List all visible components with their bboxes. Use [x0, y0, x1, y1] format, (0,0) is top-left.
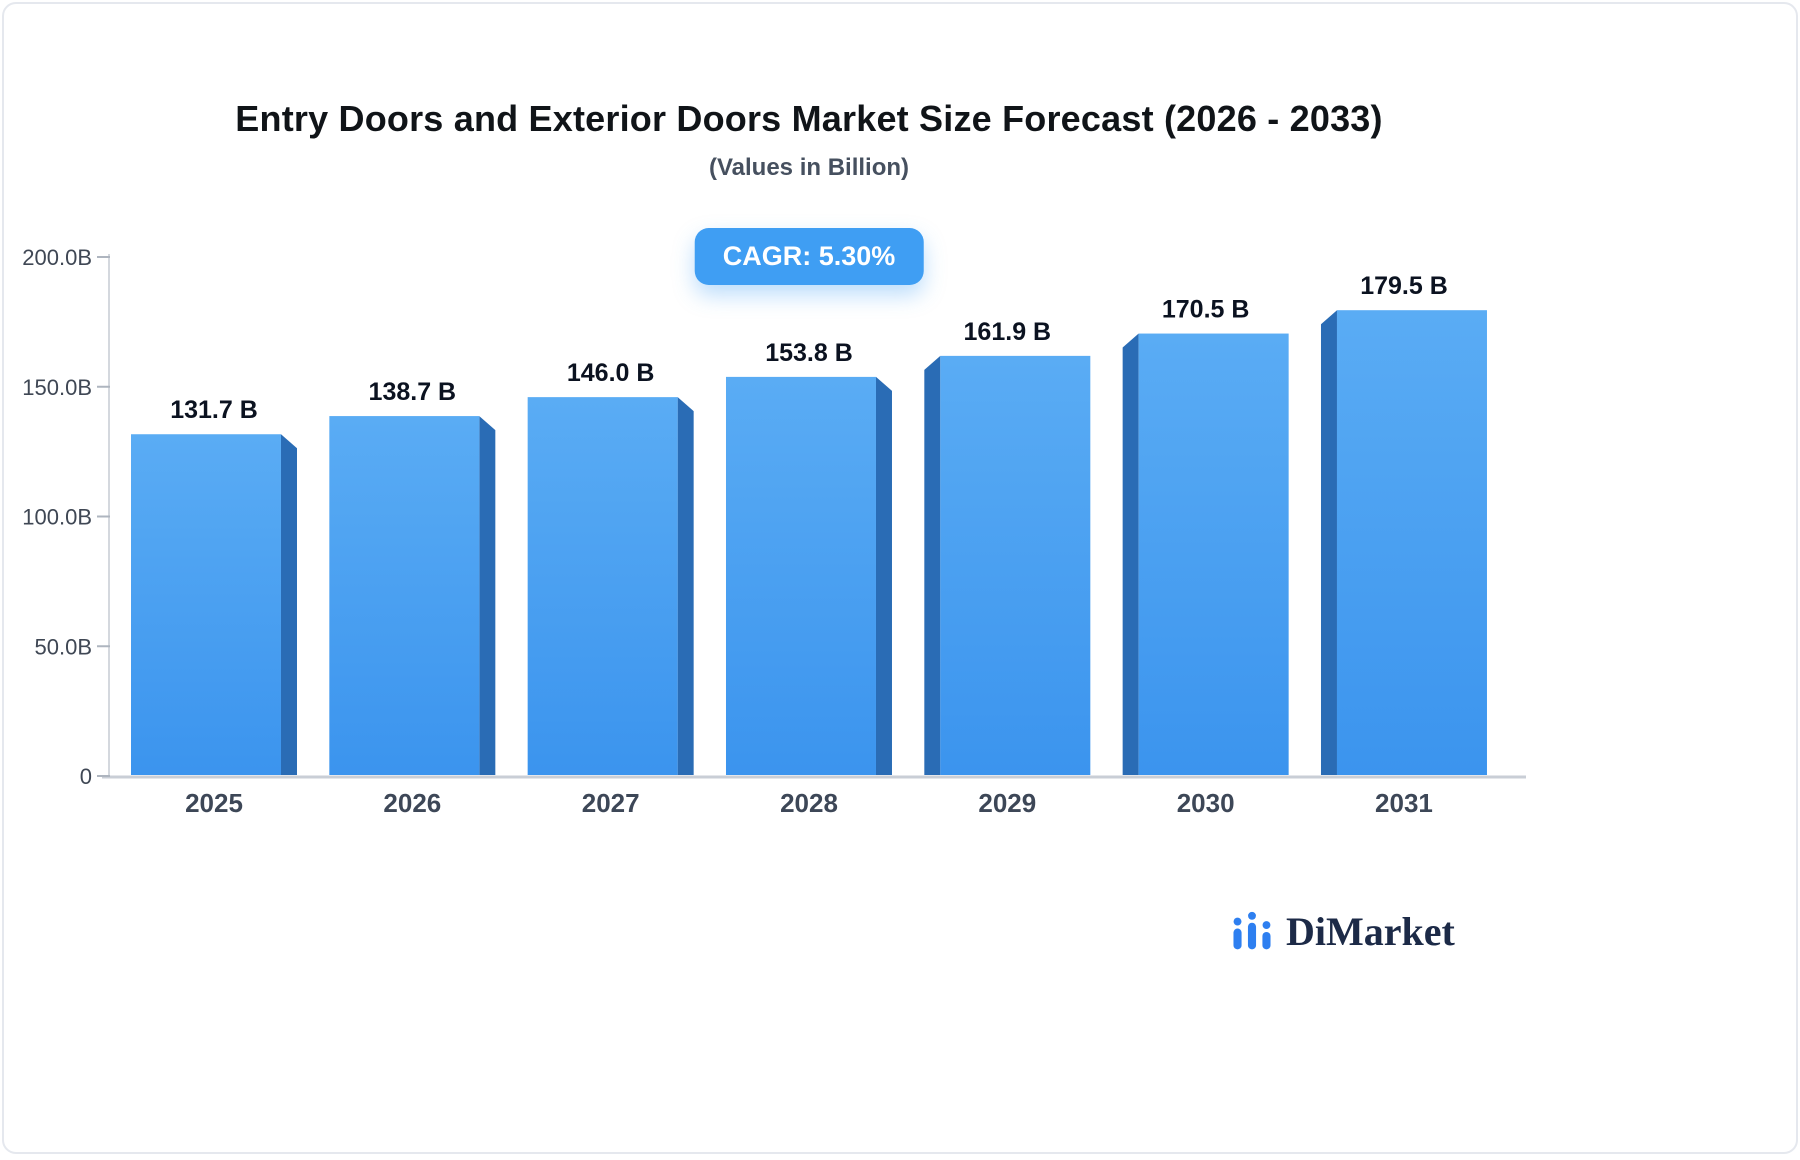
y-tick-label: 200.0B — [22, 245, 92, 270]
bar-2028: 153.8 B 2028 — [725, 339, 892, 818]
brand-name: DiMarket — [1286, 909, 1455, 954]
bar-value-label: 131.7 B — [170, 396, 258, 424]
x-category-label: 2030 — [1177, 788, 1235, 818]
x-category-label: 2025 — [185, 788, 243, 818]
x-category-label: 2026 — [383, 788, 441, 818]
bar-front-face — [131, 434, 281, 775]
bar-value-label: 138.7 B — [369, 378, 457, 406]
bar-side-face — [677, 397, 694, 775]
chart-subtitle: (Values in Billion) — [708, 154, 910, 181]
chart-title: Entry Doors and Exterior Doors Market Si… — [235, 98, 1383, 139]
bar-side-face — [1320, 310, 1337, 775]
bar-side-face — [1122, 333, 1139, 775]
bar-side-face — [924, 355, 941, 775]
bar-side-face — [479, 416, 496, 775]
bar-2027: 146.0 B 2027 — [527, 359, 694, 818]
bar-front-face — [725, 376, 876, 775]
bar-chart: 0 50.0B 100.0B 150.0B 200.0B 131.7 B 2025 138.7… — [22, 245, 1526, 818]
bar-front-face — [940, 355, 1091, 775]
cagr-label: CAGR: 5.30% — [722, 241, 896, 271]
brand-logo: DiMarket — [1230, 908, 1455, 955]
y-tick-label: 100.0B — [22, 505, 92, 530]
bar-2031: 179.5 B 2031 — [1320, 272, 1487, 818]
bar-value-label: 170.5 B — [1162, 296, 1250, 324]
bar-value-label: 179.5 B — [1360, 272, 1448, 300]
bar-value-label: 153.8 B — [765, 339, 853, 367]
bar-front-face — [1336, 310, 1487, 775]
x-category-label: 2029 — [978, 788, 1036, 818]
bar-chart-logo-icon — [1233, 911, 1271, 949]
bar-front-face — [1138, 333, 1289, 775]
bar-front-face — [527, 397, 678, 775]
chart-header: Entry Doors and Exterior Doors Market Si… — [4, 98, 1614, 182]
bar-value-label: 146.0 B — [567, 359, 655, 387]
bar-2026: 138.7 B 2026 — [329, 378, 496, 818]
y-tick-label: 50.0B — [35, 634, 93, 659]
cagr-badge: CAGR: 5.30% — [694, 228, 924, 285]
y-tick-label: 150.0B — [22, 375, 92, 400]
bar-side-face — [281, 434, 297, 775]
y-tick-label: 0 — [80, 764, 92, 789]
x-category-label: 2027 — [582, 788, 640, 818]
bar-value-label: 161.9 B — [964, 318, 1052, 346]
bar-2029: 161.9 B 2029 — [924, 318, 1091, 818]
x-category-label: 2028 — [780, 788, 838, 818]
bar-front-face — [329, 416, 480, 775]
bar-2025: 131.7 B 2025 — [131, 396, 297, 818]
bar-side-face — [875, 376, 892, 775]
x-category-label: 2031 — [1375, 788, 1433, 818]
bar-2030: 170.5 B 2030 — [1122, 296, 1289, 818]
